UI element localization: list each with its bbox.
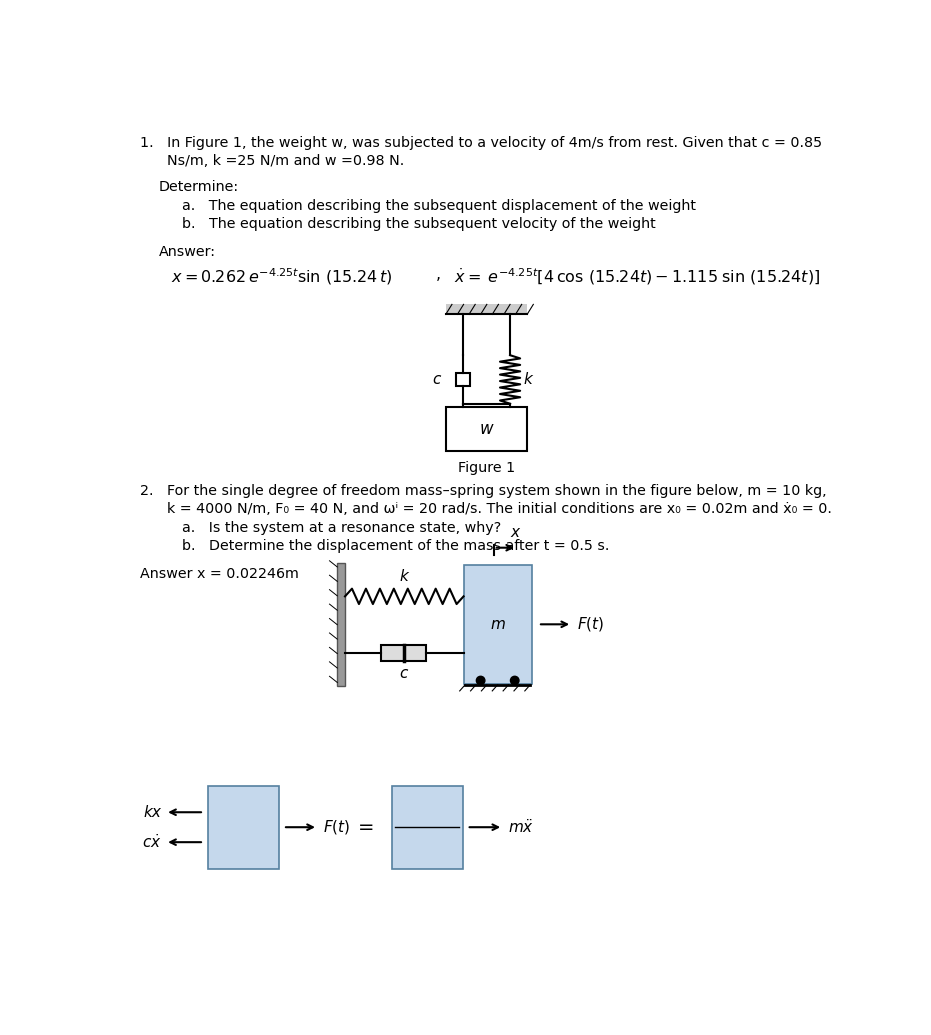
Bar (337, 563, 345, 686)
Bar (446, 304, 527, 315)
Text: k: k (523, 372, 533, 387)
Bar (381, 646, 425, 660)
Bar (464, 565, 532, 684)
Text: a.   The equation describing the subsequent displacement of the weight: a. The equation describing the subsequen… (182, 199, 696, 213)
Text: a.   Is the system at a resonance state, why?: a. Is the system at a resonance state, w… (182, 521, 502, 535)
Text: c: c (398, 667, 407, 681)
Circle shape (477, 676, 485, 685)
Bar (208, 786, 279, 868)
Text: Ns/m, k =25 N/m and w =0.98 N.: Ns/m, k =25 N/m and w =0.98 N. (140, 154, 404, 169)
Text: kx: kx (143, 805, 161, 820)
Text: $F(t)$: $F(t)$ (576, 616, 604, 633)
Text: Figure 1: Figure 1 (458, 461, 515, 475)
Bar (392, 786, 463, 868)
Bar (446, 407, 527, 451)
Text: =: = (358, 818, 374, 836)
Text: $F(t)$: $F(t)$ (322, 819, 350, 836)
Text: x: x (510, 525, 519, 540)
Text: Answer:: Answer: (159, 245, 216, 259)
Text: $m\ddot{x}$: $m\ddot{x}$ (507, 819, 533, 836)
Text: Determine:: Determine: (159, 180, 239, 195)
Text: b.   Determine the displacement of the mass after t = 0.5 s.: b. Determine the displacement of the mas… (182, 539, 610, 554)
Text: c: c (433, 372, 441, 387)
Text: 2.   For the single degree of freedom mass–spring system shown in the figure bel: 2. For the single degree of freedom mass… (140, 483, 826, 498)
Circle shape (510, 676, 519, 685)
Text: w: w (479, 420, 493, 438)
Text: 1.   In Figure 1, the weight w, was subjected to a velocity of 4m/s from rest. G: 1. In Figure 1, the weight w, was subjec… (140, 136, 822, 150)
Text: $c\dot{x}$: $c\dot{x}$ (142, 833, 161, 851)
Text: m: m (491, 617, 506, 631)
Text: $\dot{x} =\;e^{-4.25t}[4\,\cos\,(15.24t) - 1.115\;\sin\,(15.24t)]$: $\dot{x} =\;e^{-4.25t}[4\,\cos\,(15.24t)… (453, 267, 820, 288)
Text: k = 4000 N/m, F₀ = 40 N, and ωⁱ = 20 rad/s. The initial conditions are x₀ = 0.02: k = 4000 N/m, F₀ = 40 N, and ωⁱ = 20 rad… (140, 502, 831, 516)
Text: $x = 0.262\, e^{-4.25t}\sin\,(15.24\,t)$: $x = 0.262\, e^{-4.25t}\sin\,(15.24\,t)$ (170, 267, 392, 288)
Text: k: k (399, 569, 409, 584)
Text: b.   The equation describing the subsequent velocity of the weight: b. The equation describing the subsequen… (182, 217, 656, 232)
Text: Answer x = 0.02246m: Answer x = 0.02246m (140, 567, 299, 581)
Bar (456, 373, 470, 386)
Text: ,: , (436, 267, 440, 282)
